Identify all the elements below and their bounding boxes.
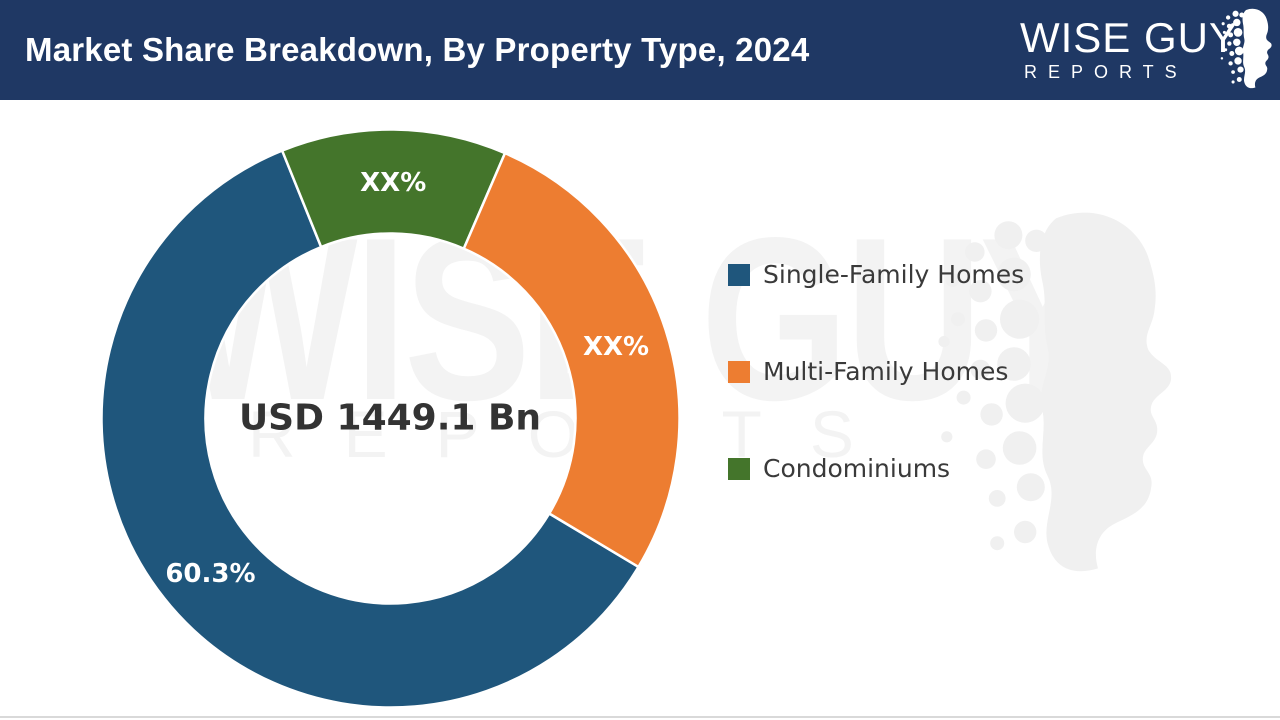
header-bar: Market Share Breakdown, By Property Type… <box>0 0 1280 100</box>
wiseguy-logo: WISE GUY REPORTS <box>1020 0 1274 100</box>
page-title: Market Share Breakdown, By Property Type… <box>25 31 810 68</box>
chart-center-value: USD 1449.1 Bn <box>238 397 542 439</box>
donut-segment-single-family-homes <box>100 149 640 709</box>
legend-swatch-single-family-homes <box>728 263 750 286</box>
segment-percent-label-single-family-homes: 60.3% <box>165 559 255 589</box>
segment-percent-label-multi-family-homes: XX% <box>583 332 649 362</box>
watermark-subtext: REPORTS <box>248 396 902 472</box>
donut-chart: 60.3% XX% XX% <box>100 128 681 709</box>
segment-percent-label-condominiums: XX% <box>360 168 426 198</box>
logo-face-icon <box>1220 8 1272 88</box>
legend-item-single-family-homes: Single-Family Homes <box>728 260 1024 289</box>
chart-area: WISE GUY REPORTS 60.3%XX%XX% USD 1449.1 … <box>0 100 1280 718</box>
logo-brand-name: WISE GUY <box>1019 14 1238 61</box>
legend-label: Condominiums <box>763 454 951 483</box>
legend-item-condominiums: Condominiums <box>728 454 1024 483</box>
legend-label: Single-Family Homes <box>763 260 1025 289</box>
footer-divider <box>0 716 1280 718</box>
chart-legend: Single-Family Homes Multi-Family Homes C… <box>728 260 1024 483</box>
legend-swatch-condominiums <box>728 457 750 480</box>
logo-brand-subtitle: REPORTS <box>1023 62 1188 82</box>
legend-label: Multi-Family Homes <box>763 357 1009 386</box>
legend-item-multi-family-homes: Multi-Family Homes <box>728 357 1024 386</box>
donut-segment-multi-family-homes <box>462 151 681 569</box>
legend-swatch-multi-family-homes <box>728 360 750 383</box>
